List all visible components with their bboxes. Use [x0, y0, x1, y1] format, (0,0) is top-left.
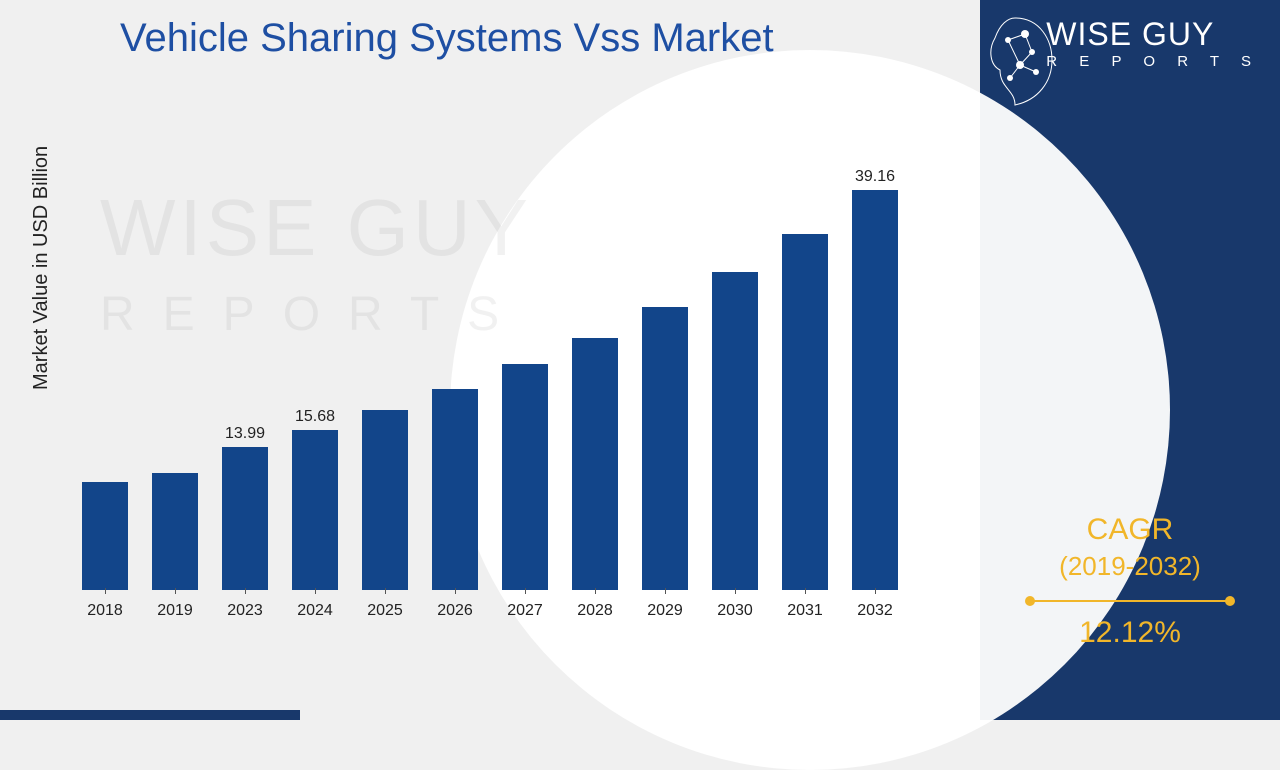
x-tick — [500, 588, 550, 594]
x-tick-label: 2024 — [290, 602, 340, 620]
x-tick-label: 2027 — [500, 602, 550, 620]
bar-wrap: 13.99 — [220, 447, 270, 590]
x-tick-label: 2025 — [360, 602, 410, 620]
x-tick — [220, 588, 270, 594]
bar — [432, 389, 478, 590]
bar — [642, 307, 688, 590]
bar-value-label: 15.68 — [280, 408, 350, 426]
bar — [572, 338, 618, 590]
x-tick-label: 2029 — [640, 602, 690, 620]
bar — [502, 364, 548, 590]
x-tick-label: 2018 — [80, 602, 130, 620]
bar-wrap — [500, 364, 550, 590]
bar — [782, 234, 828, 590]
x-tick-label: 2030 — [710, 602, 760, 620]
brand-logo: WISE GUY R E P O R T S — [1046, 18, 1260, 69]
bar — [712, 272, 758, 590]
cagr-range: (2019-2032) — [1010, 551, 1250, 582]
bar — [362, 410, 408, 590]
x-tick — [780, 588, 830, 594]
chart-title: Vehicle Sharing Systems Vss Market — [120, 16, 774, 61]
bar-wrap: 39.16 — [850, 190, 900, 590]
bar-value-label: 39.16 — [840, 168, 910, 186]
brand-logo-main: WISE GUY — [1046, 18, 1260, 52]
cagr-value: 12.12% — [1010, 616, 1250, 650]
brand-head-icon — [970, 10, 1060, 110]
bar — [152, 473, 198, 590]
bar-wrap — [430, 389, 480, 590]
bar-wrap: 15.68 — [290, 430, 340, 590]
x-tick — [150, 588, 200, 594]
x-tick — [430, 588, 480, 594]
x-tick — [570, 588, 620, 594]
x-tick — [710, 588, 760, 594]
bar-wrap — [150, 473, 200, 590]
x-tick-label: 2023 — [220, 602, 270, 620]
bar-value-label: 13.99 — [210, 425, 280, 443]
cagr-title: CAGR — [1010, 513, 1250, 547]
x-labels: 2018 2019 2023 2024 2025 2026 2027 2028 2029 2030… — [80, 602, 910, 620]
bar — [292, 430, 338, 590]
cagr-divider — [1030, 600, 1230, 602]
bar — [222, 447, 268, 590]
x-tick — [290, 588, 340, 594]
bar-wrap — [80, 482, 130, 590]
bar-wrap — [360, 410, 410, 590]
chart-area: 13.9915.6839.16 201820192023202420252026… — [70, 150, 910, 630]
bars-container: 13.9915.6839.16 — [80, 170, 910, 590]
x-tick-label: 2032 — [850, 602, 900, 620]
y-axis-label: Market Value in USD Billion — [30, 146, 53, 390]
bar-wrap — [710, 272, 760, 590]
x-tick — [850, 588, 900, 594]
bar — [852, 190, 898, 590]
cagr-block: CAGR (2019-2032) 12.12% — [1010, 513, 1250, 650]
bar — [82, 482, 128, 590]
footer-accent-bar — [0, 710, 300, 720]
x-tick-label: 2019 — [150, 602, 200, 620]
bar-wrap — [570, 338, 620, 590]
page-root: Vehicle Sharing Systems Vss Market WISE … — [0, 0, 1280, 720]
x-ticks — [80, 588, 910, 594]
bar-wrap — [640, 307, 690, 590]
x-tick — [360, 588, 410, 594]
x-tick-label: 2028 — [570, 602, 620, 620]
x-tick — [80, 588, 130, 594]
bar-wrap — [780, 234, 830, 590]
x-tick-label: 2031 — [780, 602, 830, 620]
x-tick — [640, 588, 690, 594]
brand-logo-sub: R E P O R T S — [1046, 54, 1260, 70]
x-tick-label: 2026 — [430, 602, 480, 620]
